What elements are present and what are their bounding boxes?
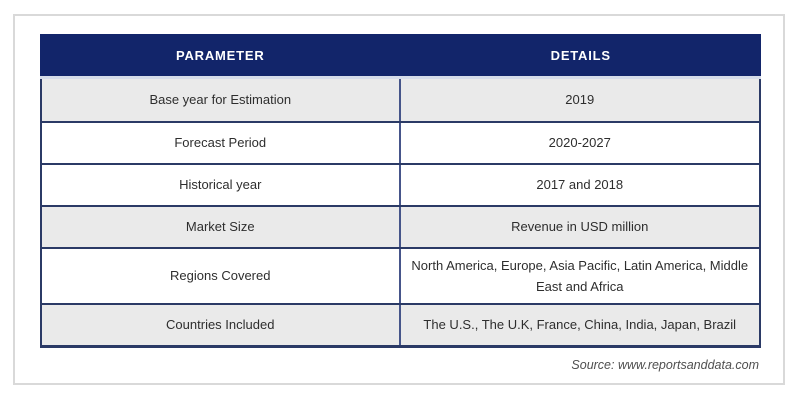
parameter-cell: Market Size — [42, 207, 401, 247]
table-row-regions-covered: Regions Covered North America, Europe, A… — [42, 247, 759, 303]
table-header-row: PARAMETER DETAILS — [40, 34, 761, 76]
header-cell-parameter: PARAMETER — [175, 47, 265, 63]
table-row-historical-year: Historical year 2017 and 2018 — [42, 163, 759, 205]
table-row-countries-included: Countries Included The U.S., The U.K, Fr… — [42, 303, 759, 345]
parameter-cell: Countries Included — [42, 305, 401, 345]
source-attribution: Source: www.reportsanddata.com — [571, 358, 759, 372]
table-body: Base year for Estimation 2019 Forecast P… — [40, 79, 761, 348]
details-cell: 2020-2027 — [548, 135, 611, 151]
parameter-cell: Base year for Estimation — [42, 79, 401, 121]
table-row-forecast-period: Forecast Period 2020-2027 — [42, 121, 759, 163]
details-cell: The U.S., The U.K, France, China, India,… — [423, 317, 737, 333]
header-separator — [40, 76, 761, 79]
report-scope-card: PARAMETER DETAILS Base year for Estimati… — [13, 14, 785, 385]
parameter-cell: Regions Covered — [42, 249, 401, 303]
table-row-base-year: Base year for Estimation 2019 — [42, 79, 759, 121]
details-cell: 2017 and 2018 — [536, 177, 624, 193]
details-cell: 2019 — [565, 92, 595, 108]
parameter-cell: Historical year — [42, 165, 401, 205]
table-row-market-size: Market Size Revenue in USD million — [42, 205, 759, 247]
market-scope-table: PARAMETER DETAILS Base year for Estimati… — [40, 34, 761, 348]
parameter-cell: Forecast Period — [42, 123, 401, 163]
details-cell: Revenue in USD million — [511, 219, 649, 235]
details-cell: North America, Europe, Asia Pacific, Lat… — [411, 257, 749, 294]
header-cell-details: DETAILS — [550, 47, 611, 63]
